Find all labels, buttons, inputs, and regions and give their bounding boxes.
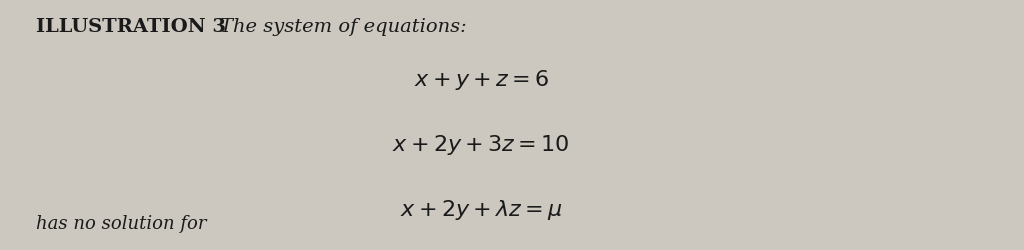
Text: The system of equations:: The system of equations: bbox=[220, 18, 467, 36]
Text: has no solution for: has no solution for bbox=[36, 214, 207, 232]
Text: $x + 2y + 3z = 10$: $x + 2y + 3z = 10$ bbox=[392, 132, 570, 156]
Text: ILLUSTRATION 3: ILLUSTRATION 3 bbox=[36, 18, 226, 36]
Text: $x + 2y + \lambda z = \mu$: $x + 2y + \lambda z = \mu$ bbox=[399, 198, 563, 222]
Text: $x + y + z = 6$: $x + y + z = 6$ bbox=[414, 68, 549, 92]
